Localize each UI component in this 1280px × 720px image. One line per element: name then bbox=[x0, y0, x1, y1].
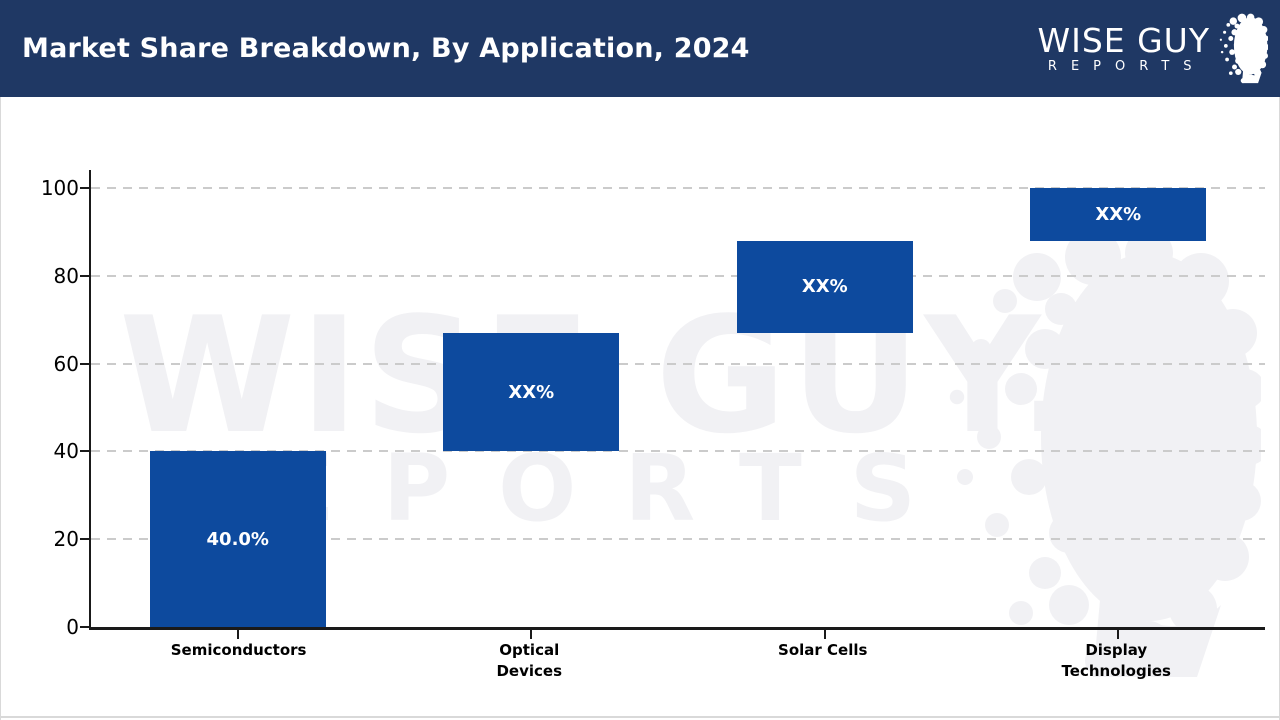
chart-area: WISE GUY. REPORTS 0 20 40 60 80 100 40.0% XX% X… bbox=[0, 97, 1280, 720]
gridline bbox=[91, 450, 1265, 453]
y-tick bbox=[80, 362, 89, 365]
y-tick-label: 20 bbox=[53, 527, 79, 552]
x-category-label: Optical Devices bbox=[496, 641, 563, 680]
brand-subtitle: REPORTS bbox=[1047, 59, 1206, 74]
bar-semiconductors: 40.0% bbox=[149, 451, 326, 627]
header-bar: Market Share Breakdown, By Application, … bbox=[0, 0, 1280, 97]
y-tick bbox=[80, 450, 89, 453]
brand-face-icon bbox=[1219, 13, 1268, 83]
y-tick-label: 80 bbox=[53, 263, 79, 288]
gridline bbox=[91, 187, 1265, 189]
y-tick bbox=[80, 187, 89, 189]
bar-value-label: XX% bbox=[801, 276, 848, 298]
brand-name: WISE GUY bbox=[1037, 21, 1210, 60]
y-axis-labels: 0 20 40 60 80 100 bbox=[1, 170, 79, 637]
x-category-label: Display Technologies bbox=[1061, 641, 1171, 680]
gridline bbox=[91, 538, 1265, 541]
bar-optical-devices: XX% bbox=[443, 332, 620, 452]
y-tick-label: 60 bbox=[53, 351, 79, 376]
bar-solar-cells: XX% bbox=[736, 240, 913, 333]
brand-logo: WISE GUY REPORTS bbox=[1037, 0, 1268, 97]
bar-value-label: XX% bbox=[508, 381, 555, 403]
y-tick-label: 40 bbox=[53, 439, 79, 464]
plot: 40.0% XX% XX% XX% bbox=[80, 170, 1265, 639]
bottom-divider bbox=[0, 716, 1280, 718]
y-tick-label: 0 bbox=[66, 615, 79, 639]
gridline bbox=[91, 362, 1265, 365]
bar-display-technologies: XX% bbox=[1030, 188, 1207, 241]
x-category-label: Semiconductors bbox=[170, 641, 307, 659]
bar-value-label: 40.0% bbox=[206, 528, 269, 550]
bar-value-label: XX% bbox=[1095, 203, 1142, 225]
x-tick bbox=[530, 630, 533, 639]
x-tick bbox=[823, 630, 826, 639]
brand-logo-text: WISE GUY REPORTS bbox=[1037, 24, 1210, 73]
y-tick bbox=[80, 274, 89, 277]
x-category-label: Solar Cells bbox=[778, 641, 868, 659]
gridline bbox=[91, 274, 1265, 277]
y-tick bbox=[80, 538, 89, 541]
x-tick bbox=[1117, 630, 1120, 639]
x-tick bbox=[236, 630, 239, 639]
chart-title: Market Share Breakdown, By Application, … bbox=[22, 33, 750, 64]
y-tick-label: 100 bbox=[40, 176, 79, 200]
y-tick bbox=[80, 626, 89, 628]
